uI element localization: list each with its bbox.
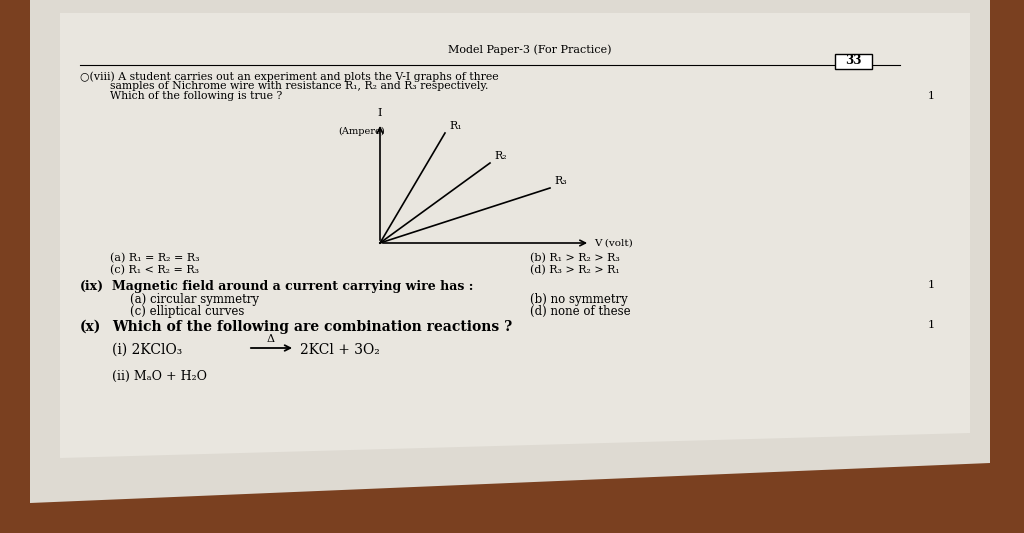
Text: Δ: Δ (267, 334, 275, 344)
Text: 1: 1 (928, 320, 935, 330)
Text: (x): (x) (80, 320, 101, 334)
Text: R₃: R₃ (554, 176, 566, 186)
Text: (b) R₁ > R₂ > R₃: (b) R₁ > R₂ > R₃ (530, 253, 620, 263)
Text: (i) 2KClO₃: (i) 2KClO₃ (112, 343, 182, 357)
Text: (ii) MₐO + H₂O: (ii) MₐO + H₂O (112, 370, 207, 383)
Text: (c) R₁ < R₂ = R₃: (c) R₁ < R₂ = R₃ (110, 265, 199, 276)
Text: Which of the following are combination reactions ?: Which of the following are combination r… (112, 320, 512, 334)
Text: R₂: R₂ (494, 151, 507, 161)
Text: Model Paper-3 (For Practice): Model Paper-3 (For Practice) (449, 44, 611, 55)
Polygon shape (30, 0, 990, 503)
Text: 1: 1 (928, 280, 935, 290)
Text: (d) none of these: (d) none of these (530, 305, 631, 318)
Text: Magnetic field around a current carrying wire has :: Magnetic field around a current carrying… (112, 280, 473, 293)
Text: (Ampere): (Ampere) (338, 126, 385, 135)
Text: I: I (378, 108, 382, 118)
Text: V (volt): V (volt) (594, 238, 633, 247)
Text: R₁: R₁ (449, 121, 462, 131)
Text: (ix): (ix) (80, 280, 104, 293)
Text: (c) elliptical curves: (c) elliptical curves (130, 305, 245, 318)
Text: samples of Nichrome wire with resistance R₁, R₂ and R₃ respectively.: samples of Nichrome wire with resistance… (110, 81, 488, 91)
Text: ○(viii) A student carries out an experiment and plots the V-I graphs of three: ○(viii) A student carries out an experim… (80, 71, 499, 82)
Text: 33: 33 (845, 54, 861, 68)
Text: (d) R₃ > R₂ > R₁: (d) R₃ > R₂ > R₁ (530, 265, 620, 276)
Text: 2KCl + 3O₂: 2KCl + 3O₂ (300, 343, 380, 357)
FancyBboxPatch shape (835, 53, 871, 69)
Text: Which of the following is true ?: Which of the following is true ? (110, 91, 283, 101)
Text: (a) circular symmetry: (a) circular symmetry (130, 293, 259, 306)
Text: (b) no symmetry: (b) no symmetry (530, 293, 628, 306)
Text: 1: 1 (928, 91, 935, 101)
Polygon shape (60, 13, 970, 458)
Text: (a) R₁ = R₂ = R₃: (a) R₁ = R₂ = R₃ (110, 253, 200, 263)
